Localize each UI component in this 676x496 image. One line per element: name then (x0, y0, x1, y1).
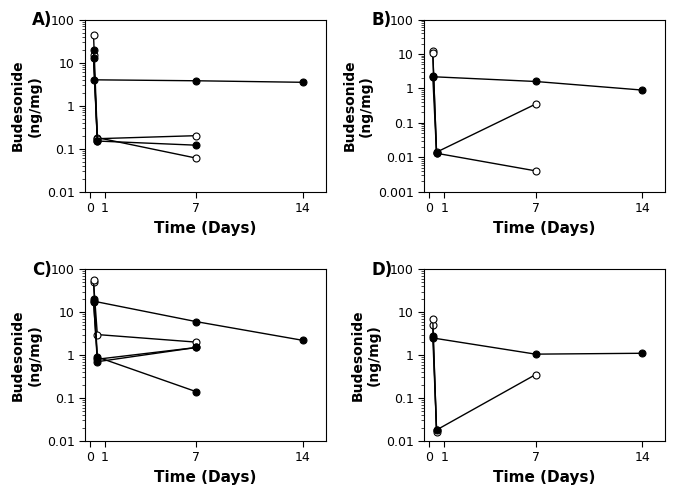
Y-axis label: Budesonide
(ng/mg): Budesonide (ng/mg) (11, 309, 41, 401)
X-axis label: Time (Days): Time (Days) (154, 221, 257, 236)
Text: C): C) (32, 260, 52, 279)
X-axis label: Time (Days): Time (Days) (493, 470, 596, 485)
Text: D): D) (372, 260, 393, 279)
X-axis label: Time (Days): Time (Days) (154, 470, 257, 485)
Y-axis label: Budesonide
(ng/mg): Budesonide (ng/mg) (350, 309, 381, 401)
Y-axis label: Budesonide
(ng/mg): Budesonide (ng/mg) (11, 60, 41, 151)
X-axis label: Time (Days): Time (Days) (493, 221, 596, 236)
Y-axis label: Budesonide
(ng/mg): Budesonide (ng/mg) (342, 60, 372, 151)
Text: A): A) (32, 11, 53, 29)
Text: B): B) (372, 11, 391, 29)
